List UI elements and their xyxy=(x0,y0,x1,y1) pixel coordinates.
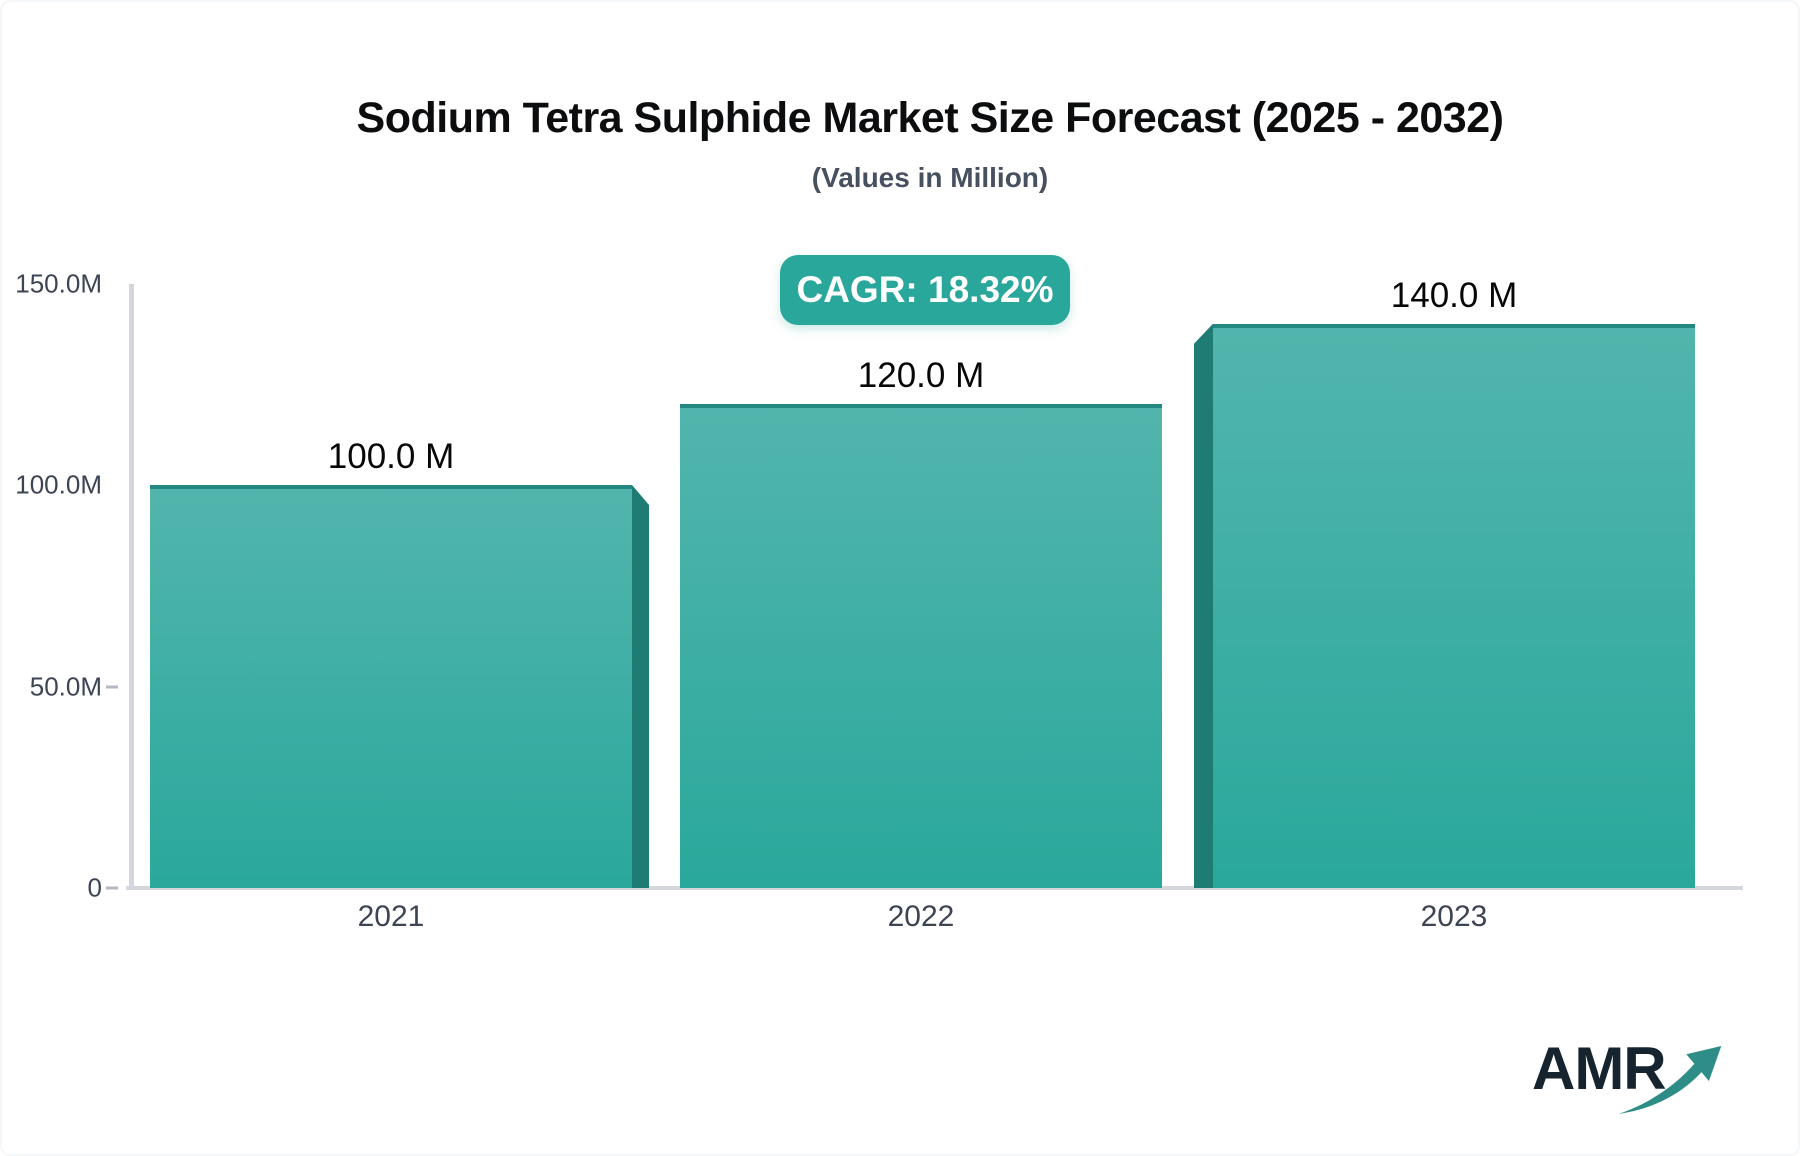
bar-value-label: 120.0 M xyxy=(857,356,985,396)
bar-3d-side-right xyxy=(632,485,649,888)
bar-3d-side-left xyxy=(1194,323,1213,888)
y-axis-tick-label: 0 xyxy=(87,872,102,903)
bar-2022 xyxy=(680,404,1162,888)
chart-subtitle: (Values in Million) xyxy=(811,162,1049,193)
x-axis-category-label: 2023 xyxy=(1420,900,1488,933)
cagr-badge: CAGR: 18.32% xyxy=(780,255,1070,325)
y-axis-tick-label: 50.0M xyxy=(29,671,102,701)
bar-2021 xyxy=(150,485,632,888)
y-axis-line xyxy=(129,283,134,888)
x-axis-category-label: 2021 xyxy=(357,900,425,933)
y-axis-tick-dash xyxy=(106,685,118,688)
cagr-badge-label: CAGR: 18.32% xyxy=(796,269,1054,310)
bar-value-label: 140.0 M xyxy=(1390,275,1518,315)
chart-title: Sodium Tetra Sulphide Market Size Foreca… xyxy=(356,94,1504,142)
amr-logo: AMR xyxy=(1532,1026,1722,1121)
y-axis-tick-label: 100.0M xyxy=(15,469,102,500)
y-axis-tick-label: 150.0M xyxy=(15,268,102,298)
y-axis-tick-dash xyxy=(106,886,118,890)
amr-logo-text: AMR xyxy=(1532,1035,1667,1102)
bar-2023 xyxy=(1213,323,1695,888)
x-axis-baseline xyxy=(126,886,1743,890)
growth-arrow-icon xyxy=(1618,1046,1722,1114)
x-axis-category-label: 2022 xyxy=(887,900,955,933)
bar-value-label: 100.0 M xyxy=(327,437,455,476)
